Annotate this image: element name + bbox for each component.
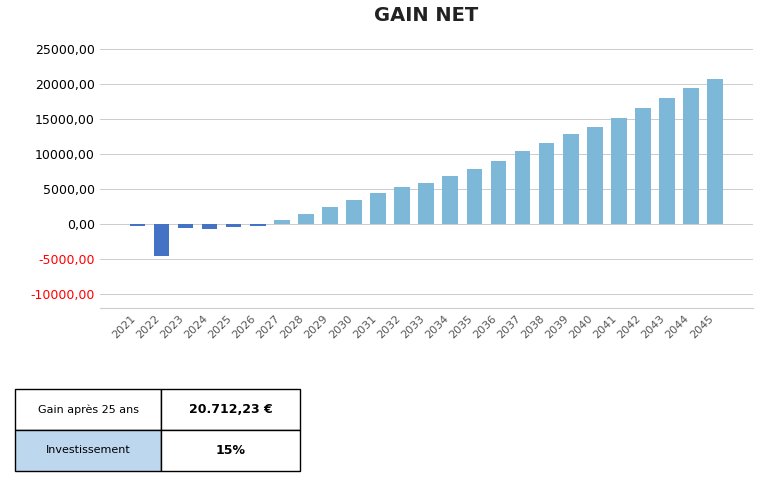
Bar <box>130 224 145 226</box>
Bar <box>274 220 290 224</box>
Text: Gain après 25 ans: Gain après 25 ans <box>38 404 139 414</box>
Bar <box>563 134 578 224</box>
Bar <box>707 79 723 224</box>
Bar <box>467 168 482 224</box>
Bar <box>611 118 627 224</box>
Bar <box>539 143 554 224</box>
Bar <box>394 187 410 224</box>
Text: 15%: 15% <box>215 444 246 456</box>
Bar <box>659 98 675 224</box>
Bar <box>635 108 650 224</box>
Title: GAIN NET: GAIN NET <box>374 6 478 25</box>
Bar <box>322 206 338 224</box>
Bar <box>515 151 531 224</box>
Bar <box>154 224 169 256</box>
Bar <box>250 224 266 225</box>
Bar <box>202 224 217 229</box>
Bar <box>684 88 699 224</box>
Bar <box>177 224 194 228</box>
Text: Investissement: Investissement <box>46 445 131 455</box>
Bar <box>419 183 434 224</box>
Bar <box>442 176 458 224</box>
Bar <box>226 224 241 227</box>
Bar <box>491 161 506 224</box>
Bar <box>346 200 362 224</box>
Text: 20.712,23 €: 20.712,23 € <box>188 403 273 416</box>
Bar <box>587 126 603 224</box>
Bar <box>370 193 386 224</box>
Bar <box>298 213 313 224</box>
